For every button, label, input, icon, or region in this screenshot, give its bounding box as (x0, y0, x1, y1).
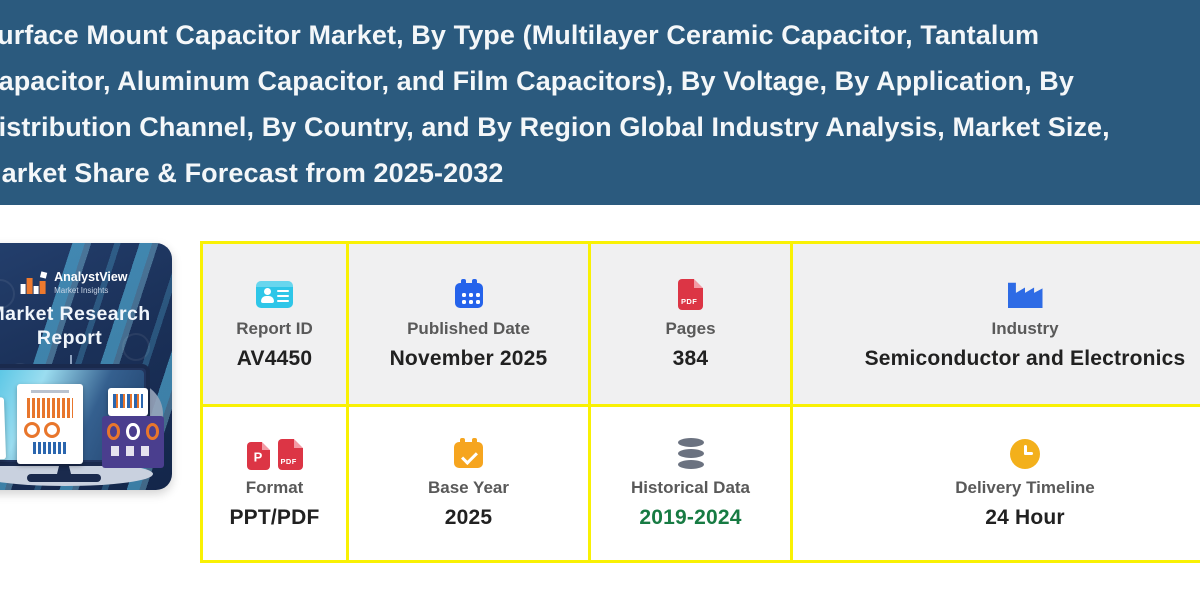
meta-cell-historical-data: Historical Data 2019-2024 (591, 407, 790, 560)
clock-icon (1010, 437, 1040, 470)
analystview-logo-icon (20, 271, 47, 294)
database-icon (677, 437, 704, 470)
meta-label: Format (245, 478, 304, 497)
meta-label: Delivery Timeline (955, 478, 1095, 497)
calendar-icon (454, 278, 484, 311)
meta-value: Semiconductor and Electronics (864, 346, 1186, 370)
mini-donut-chart (145, 423, 159, 440)
pdf-icon-label: PDF (280, 457, 297, 466)
ppt-pdf-file-icons: P PDF (246, 437, 303, 470)
report-meta-table: Report ID AV4450 Published Date November… (200, 241, 1200, 563)
thumbnail-caption: Market Research Report (0, 303, 172, 350)
pdf-file-icon: PDF (277, 439, 303, 470)
mini-bar-chart (113, 394, 143, 408)
meta-value: PPT/PDF (229, 506, 320, 529)
mini-bar-chart (111, 446, 155, 456)
illustration-monitor-base (27, 474, 101, 482)
ppt-icon-letter: P (253, 449, 263, 465)
meta-value: 2025 (444, 506, 493, 529)
illustration-chart-panel-small (108, 388, 148, 416)
meta-value: 384 (672, 346, 709, 370)
meta-label: Industry (991, 318, 1059, 338)
logo-name: AnalystView (54, 270, 128, 284)
meta-label: Published Date (407, 318, 530, 338)
report-thumbnail: AnalystView Market Insights Market Resea… (0, 243, 172, 490)
analystview-logo: AnalystView Market Insights (20, 270, 128, 296)
meta-label: Base Year (428, 478, 509, 497)
report-title-line: Capacitor, Aluminum Capacitor, and Film … (0, 66, 1074, 96)
analystview-logo-text: AnalystView Market Insights (54, 270, 128, 296)
mini-bar-chart (33, 442, 67, 454)
meta-cell-published-date: Published Date November 2025 (349, 244, 588, 404)
calendar-check-icon (454, 437, 483, 470)
mini-donut-chart (107, 423, 121, 440)
thumbnail-caption-line1: Market Research (0, 303, 151, 325)
id-card-icon (256, 278, 293, 311)
meta-label: Pages (665, 318, 716, 338)
report-title-line: Surface Mount Capacitor Market, By Type … (0, 20, 1040, 50)
mini-donut-chart (24, 422, 40, 438)
thumbnail-illustration (0, 364, 172, 490)
mini-donut-charts (107, 423, 159, 440)
mini-donut-chart (126, 423, 140, 440)
ppt-file-icon: P (246, 442, 270, 470)
meta-cell-base-year: Base Year 2025 (349, 407, 588, 560)
report-title: Surface Mount Capacitor Market, By Type … (0, 12, 1110, 196)
thumbnail-caption-line2: Report (36, 326, 103, 349)
meta-cell-format: P PDF Format PPT/PDF (203, 407, 346, 560)
meta-cell-pages: PDF Pages 384 (591, 244, 790, 404)
meta-cell-industry: Industry Semiconductor and Electronics (793, 244, 1200, 404)
meta-value: AV4450 (236, 346, 313, 370)
mini-donut-charts (24, 422, 78, 438)
meta-label: Historical Data (630, 478, 751, 497)
mini-donut-chart (44, 422, 60, 438)
meta-cell-delivery-timeline: Delivery Timeline 24 Hour (793, 407, 1200, 560)
factory-icon (1007, 278, 1043, 311)
mini-text-line (31, 390, 69, 393)
logo-subtitle: Market Insights (54, 286, 109, 295)
illustration-chart-panel-purple (102, 416, 164, 468)
meta-value: 24 Hour (985, 506, 1065, 529)
meta-label: Report ID (236, 318, 313, 338)
meta-cell-report-id: Report ID AV4450 (203, 244, 346, 404)
meta-value: 2019-2024 (639, 506, 742, 529)
pdf-file-icon: PDF (678, 278, 703, 311)
mini-bar-chart (27, 398, 73, 418)
thumbnail-pattern-ring (122, 333, 150, 361)
report-title-banner: Surface Mount Capacitor Market, By Type … (0, 0, 1200, 205)
report-title-line: Market Share & Forecast from 2025-2032 (0, 158, 504, 188)
illustration-chart-paper-center (17, 384, 83, 464)
meta-value: November 2025 (389, 346, 548, 370)
pdf-icon-label: PDF (681, 296, 698, 306)
report-title-line: Distribution Channel, By Country, and By… (0, 112, 1110, 142)
